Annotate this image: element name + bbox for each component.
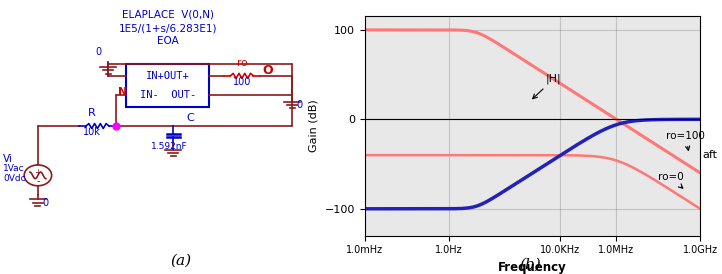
Text: 0: 0 xyxy=(95,47,102,57)
Text: aft: aft xyxy=(702,150,717,160)
Text: 0: 0 xyxy=(42,198,48,207)
Text: 0Vdc: 0Vdc xyxy=(3,174,25,183)
Text: -: - xyxy=(36,176,40,186)
Text: N: N xyxy=(118,87,128,97)
Text: (a): (a) xyxy=(170,253,191,267)
Text: |H|: |H| xyxy=(533,74,562,99)
Text: R: R xyxy=(88,109,96,118)
Text: Vi: Vi xyxy=(3,154,13,164)
Text: 0: 0 xyxy=(296,100,302,110)
Text: ELAPLACE  V(0,N): ELAPLACE V(0,N) xyxy=(122,10,214,20)
Text: 1.592nF: 1.592nF xyxy=(152,141,188,150)
Text: IN-  OUT-: IN- OUT- xyxy=(140,90,196,100)
Text: +: + xyxy=(35,168,41,176)
Bar xyxy=(126,64,209,107)
Text: 100: 100 xyxy=(232,78,251,87)
Text: (b): (b) xyxy=(520,258,542,272)
Text: ro=100: ro=100 xyxy=(666,131,705,150)
Text: 1E5/(1+s/6.283E1): 1E5/(1+s/6.283E1) xyxy=(118,24,217,33)
Text: 1Vac: 1Vac xyxy=(3,164,25,173)
Text: ro=0: ro=0 xyxy=(658,172,684,188)
Text: O: O xyxy=(263,64,274,77)
Text: C: C xyxy=(186,113,193,122)
Text: IN+OUT+: IN+OUT+ xyxy=(146,71,190,81)
Y-axis label: Gain (dB): Gain (dB) xyxy=(309,100,319,152)
Text: ro: ro xyxy=(237,58,247,68)
Text: EOA: EOA xyxy=(157,36,179,46)
X-axis label: Frequency: Frequency xyxy=(498,261,567,274)
Text: 10k: 10k xyxy=(83,127,101,137)
